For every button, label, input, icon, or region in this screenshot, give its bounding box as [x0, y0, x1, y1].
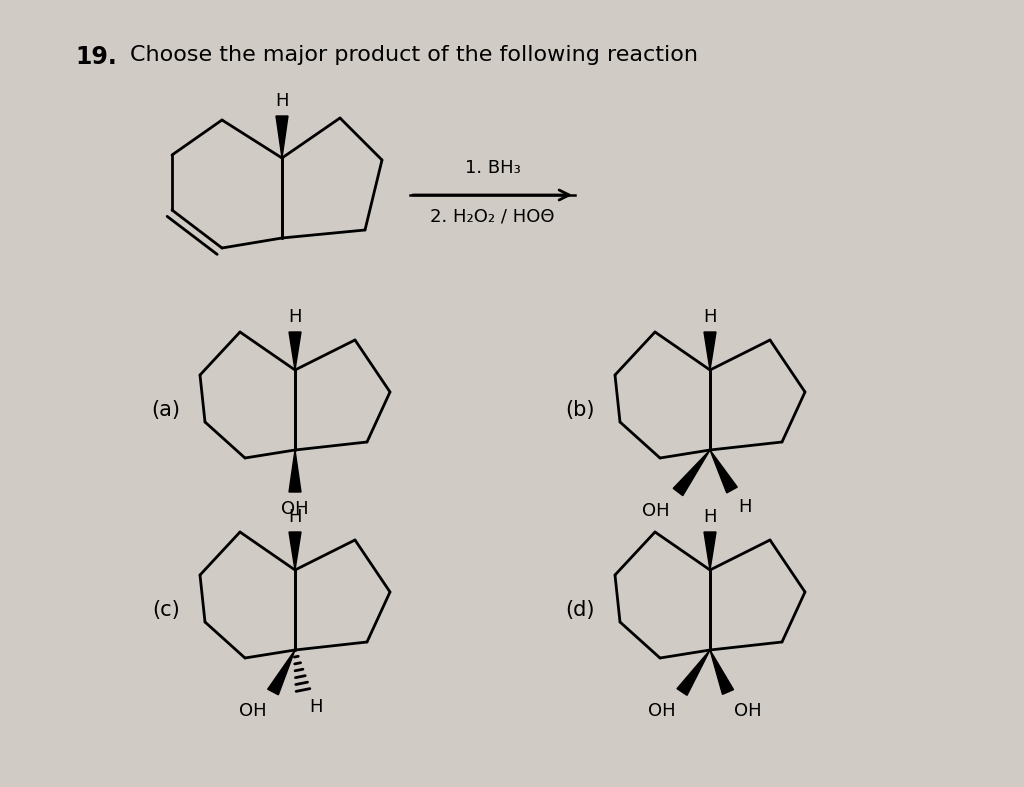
- Text: OH: OH: [648, 702, 676, 720]
- Polygon shape: [677, 650, 710, 696]
- Text: H: H: [703, 508, 717, 526]
- Polygon shape: [705, 532, 716, 570]
- Text: H: H: [288, 308, 302, 326]
- Text: OH: OH: [642, 502, 670, 520]
- Text: H: H: [309, 698, 323, 716]
- Polygon shape: [710, 650, 733, 694]
- Text: (a): (a): [151, 400, 180, 420]
- Text: 19.: 19.: [75, 45, 117, 69]
- Polygon shape: [267, 650, 295, 695]
- Text: OH: OH: [282, 500, 309, 518]
- Text: (c): (c): [153, 600, 180, 620]
- Text: (b): (b): [565, 400, 595, 420]
- Polygon shape: [289, 450, 301, 492]
- Text: OH: OH: [734, 702, 762, 720]
- Text: 2. H₂O₂ / HOΘ: 2. H₂O₂ / HOΘ: [430, 207, 555, 225]
- Polygon shape: [705, 332, 716, 370]
- Polygon shape: [289, 332, 301, 370]
- Text: H: H: [738, 498, 752, 516]
- Text: Choose the major product of the following reaction: Choose the major product of the followin…: [130, 45, 698, 65]
- Text: 1. BH₃: 1. BH₃: [465, 159, 520, 177]
- Text: (d): (d): [565, 600, 595, 620]
- Polygon shape: [710, 450, 737, 493]
- Polygon shape: [276, 116, 288, 158]
- Text: H: H: [275, 92, 289, 110]
- Text: H: H: [703, 308, 717, 326]
- Polygon shape: [289, 532, 301, 570]
- Text: OH: OH: [240, 702, 267, 720]
- Text: H: H: [288, 508, 302, 526]
- Polygon shape: [673, 450, 710, 496]
